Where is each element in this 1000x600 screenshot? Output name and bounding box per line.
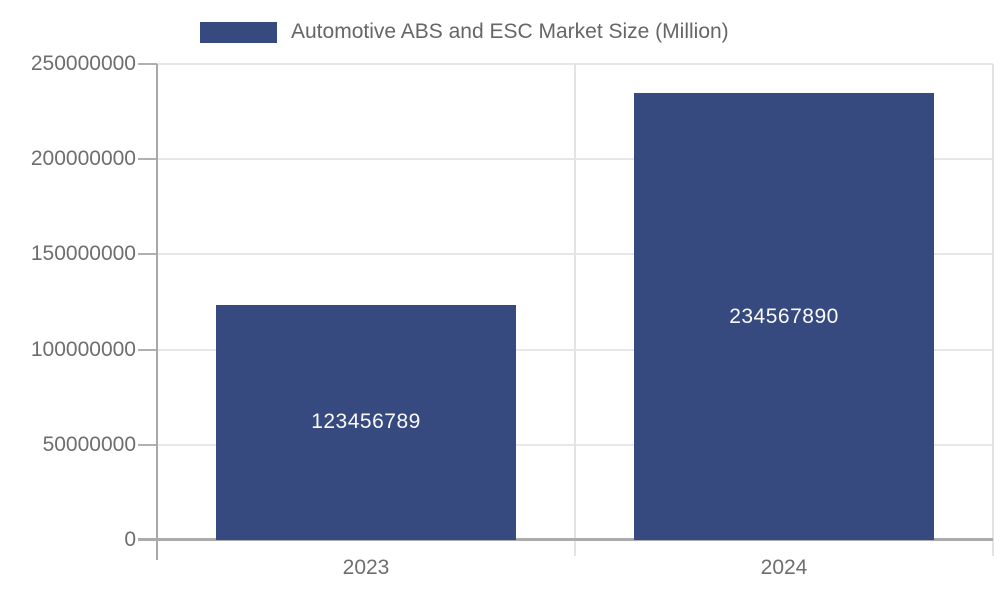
bar-2024[interactable]: 234567890 — [634, 93, 934, 540]
bar-2023[interactable]: 123456789 — [216, 304, 516, 540]
legend-swatch — [200, 21, 277, 43]
category-divider — [992, 64, 994, 556]
y-axis-label: 0 — [124, 528, 136, 551]
x-axis-label: 2024 — [760, 556, 808, 579]
legend-label: Automotive ABS and ESC Market Size (Mill… — [291, 20, 729, 43]
y-axis-label: 250000000 — [30, 52, 136, 75]
y-axis-label: 150000000 — [30, 242, 136, 266]
y-axis-label: 200000000 — [30, 147, 136, 171]
bar-value-label: 234567890 — [729, 304, 839, 328]
y-tick — [138, 348, 157, 351]
legend[interactable]: Automotive ABS and ESC Market Size (Mill… — [200, 20, 729, 44]
x-axis-label: 2023 — [342, 556, 390, 579]
y-axis-label: 100000000 — [30, 337, 136, 361]
x-axis-line — [138, 538, 993, 541]
plot-area: 123456789 234567890 0 50000000 100000000 150… — [31, 53, 994, 579]
y-axis-line — [156, 64, 158, 560]
y-tick — [138, 63, 157, 65]
y-tick — [138, 253, 157, 256]
category-divider — [574, 64, 576, 556]
y-axis-label: 50000000 — [42, 432, 136, 456]
bar-value-label: 123456789 — [311, 410, 421, 434]
y-tick — [138, 443, 157, 446]
y-tick — [138, 158, 157, 161]
